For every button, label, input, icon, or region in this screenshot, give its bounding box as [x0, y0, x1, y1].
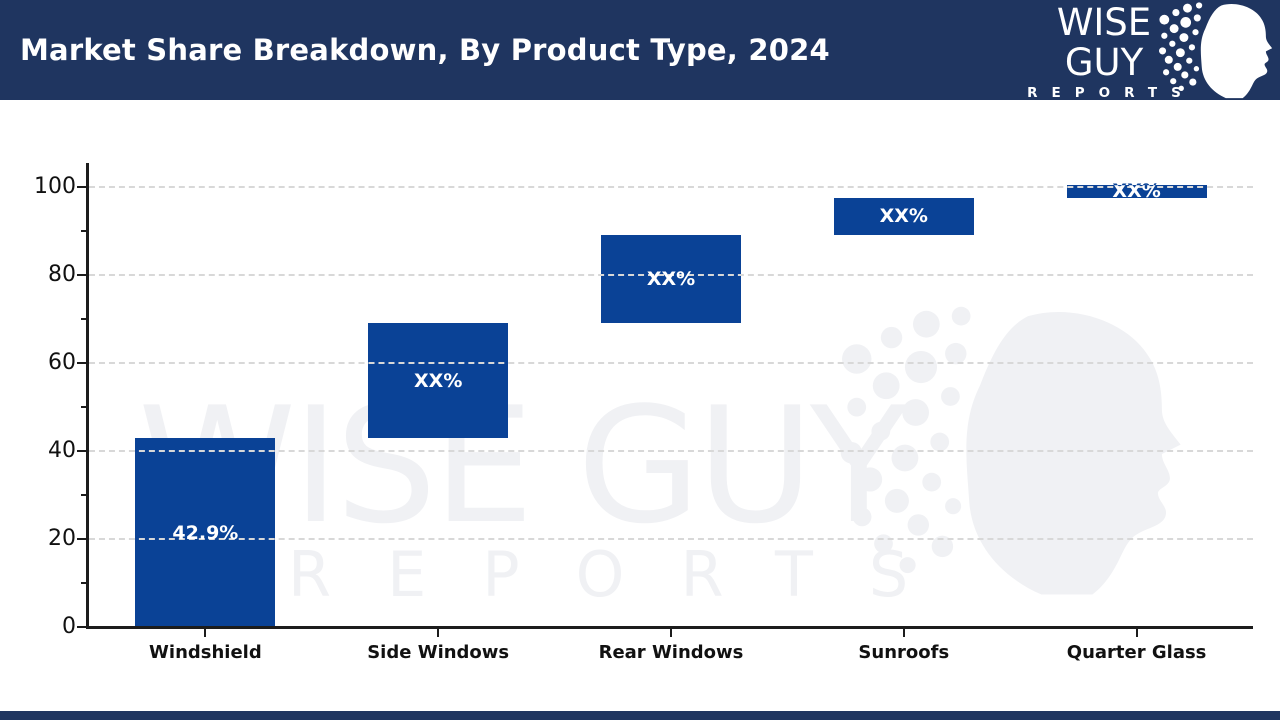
x-tick-label: Windshield — [149, 642, 262, 663]
gridline — [89, 274, 1253, 276]
y-tick-label: 100 — [34, 174, 76, 199]
y-minor-tick-mark — [81, 582, 86, 584]
bar — [601, 234, 741, 323]
logo-subtitle: REPORTS — [1027, 85, 1195, 101]
chart: WISE GUY REPORTS 02040608010042.9%42.9%W… — [0, 100, 1280, 712]
x-tick-mark — [204, 629, 207, 637]
y-tick-label: 0 — [62, 614, 76, 639]
y-tick-mark — [77, 274, 86, 276]
y-tick-mark — [77, 538, 86, 540]
y-tick-label: 20 — [48, 526, 76, 551]
x-tick-label: Side Windows — [367, 642, 510, 663]
x-tick-label: Sunroofs — [858, 642, 950, 663]
gridline — [89, 362, 1253, 364]
bar-label: 42.9% — [172, 521, 239, 544]
bar — [833, 197, 974, 235]
y-minor-tick-mark — [81, 494, 86, 496]
chart-title: Market Share Breakdown, By Product Type,… — [20, 33, 830, 67]
y-tick-label: 80 — [48, 262, 76, 287]
logo-wordmark: WISE GUY — [1056, 1, 1152, 84]
header: Market Share Breakdown, By Product Type,… — [0, 0, 1280, 101]
footer-bar — [0, 711, 1280, 720]
y-minor-tick-mark — [81, 230, 86, 232]
x-tick-mark — [670, 629, 672, 637]
y-minor-tick-mark — [81, 406, 86, 408]
y-tick-mark — [77, 186, 86, 188]
watermark-subtitle: REPORTS — [288, 538, 965, 611]
y-axis — [86, 163, 89, 629]
x-tick-label: Quarter Glass — [1066, 642, 1207, 663]
gridline — [89, 538, 1253, 540]
x-axis — [86, 626, 1253, 629]
y-tick-label: 40 — [48, 438, 76, 463]
gridline — [89, 186, 1253, 188]
bar-label: XX% — [879, 205, 928, 228]
x-tick-mark — [437, 629, 440, 637]
bar-label: XX% — [1112, 180, 1161, 203]
wiseguy-logo: WISE GUY REPORTS — [1024, 2, 1274, 101]
y-tick-mark — [77, 450, 86, 452]
logo-head-icon — [1158, 2, 1273, 99]
bar — [368, 322, 509, 439]
x-tick-mark — [902, 629, 905, 637]
bar — [135, 438, 276, 627]
y-tick-label: 60 — [48, 350, 76, 375]
logo-text: WISE GUY REPORTS — [1024, 1, 1184, 102]
y-tick-mark — [77, 626, 86, 628]
gridline — [89, 450, 1253, 452]
bar-label: XX% — [414, 369, 463, 392]
bar — [1066, 185, 1207, 198]
x-tick-label: Rear Windows — [598, 642, 744, 663]
y-minor-tick-mark — [81, 318, 86, 320]
bar-label: XX% — [646, 267, 696, 290]
y-tick-mark — [77, 362, 86, 364]
x-tick-mark — [1135, 629, 1138, 637]
